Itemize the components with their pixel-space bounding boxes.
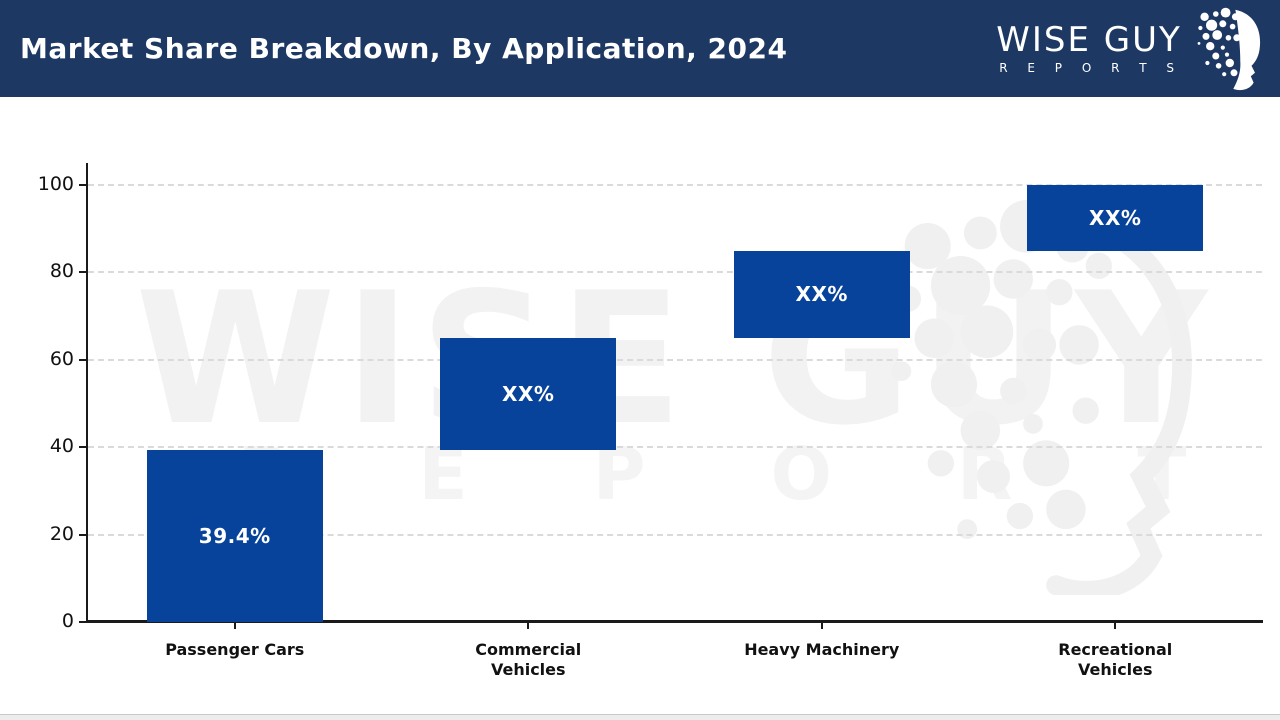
brand-wordmark: WISE GUY R E P O R T S [996, 23, 1182, 75]
brand-reports-text: R E P O R T S [999, 60, 1182, 75]
y-tick-label-20: 20 [49, 522, 74, 545]
y-tick-label-40: 40 [49, 435, 74, 458]
gridline-100 [88, 184, 1262, 186]
category-label: Heavy Machinery [744, 640, 900, 659]
bar-value-label: XX% [795, 282, 848, 307]
x-tick-mark [1114, 623, 1117, 629]
bar-segment: XX% [440, 337, 617, 450]
gridline-20 [88, 533, 1262, 536]
brand-logo: WISE GUY R E P O R T S [996, 7, 1280, 91]
bar-segment: XX% [1027, 185, 1204, 251]
category-label: Recreational Vehicles [1058, 640, 1173, 679]
x-tick-mark [820, 623, 823, 629]
y-tick-mark-100 [79, 184, 86, 186]
x-axis-line [86, 620, 1263, 623]
gridline-40 [88, 446, 1262, 449]
page-title: Market Share Breakdown, By Application, … [20, 32, 788, 65]
gridline-80 [88, 271, 1262, 274]
y-axis-line [86, 163, 88, 623]
bottom-edge-strip [0, 714, 1280, 720]
brand-face-icon [1197, 7, 1261, 90]
brand-name-text: WISE GUY [996, 19, 1182, 60]
category-label: Passenger Cars [165, 640, 305, 659]
plot-area: 39.4% XX% XX% XX% [88, 184, 1262, 622]
x-tick-mark [527, 623, 530, 629]
x-tick-mark [233, 623, 236, 629]
y-tick-label-0: 0 [61, 610, 74, 632]
y-tick-mark-60 [79, 358, 86, 361]
header-bar: Market Share Breakdown, By Application, … [0, 0, 1280, 97]
y-tick-label-80: 80 [49, 260, 74, 283]
bar-value-label: 39.4% [198, 523, 271, 548]
y-tick-label-60: 60 [49, 347, 74, 370]
bar-segment: 39.4% [146, 449, 323, 622]
bar-value-label: XX% [502, 381, 555, 406]
gridline-60 [88, 358, 1262, 361]
y-tick-label-100: 100 [37, 173, 74, 195]
y-tick-mark-40 [79, 446, 86, 449]
category-label: Commercial Vehicles [475, 640, 582, 679]
y-tick-mark-80 [79, 271, 86, 274]
bar-segment: XX% [733, 250, 910, 338]
bar-value-label: XX% [1089, 205, 1142, 230]
y-tick-mark-0 [79, 621, 86, 623]
y-tick-mark-20 [79, 533, 86, 536]
